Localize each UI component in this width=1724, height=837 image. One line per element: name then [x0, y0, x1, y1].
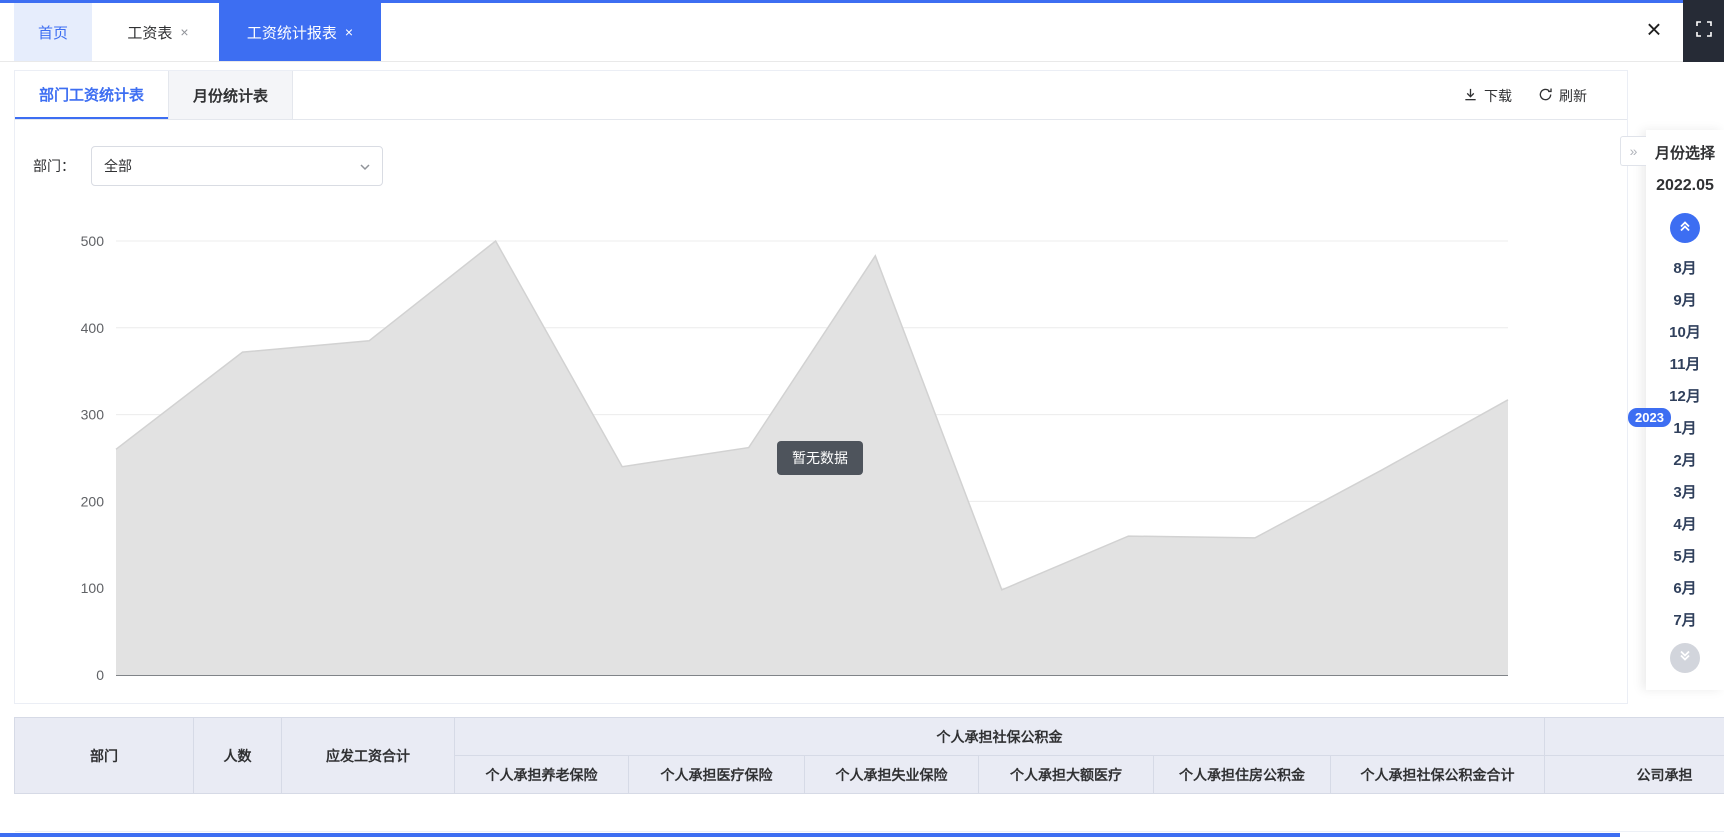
bottom-accent-bar — [0, 833, 1620, 837]
report-card: 部门工资统计表 月份统计表 下载 — [14, 70, 1628, 704]
svg-text:100: 100 — [81, 580, 105, 596]
window-tab-label: 工资统计报表 — [246, 24, 337, 42]
table-row — [14, 793, 1724, 832]
window-tab-salary-sheet[interactable]: 工资表 × — [104, 3, 212, 61]
current-month-value: 2022.05 — [1656, 177, 1714, 194]
month-item[interactable]: 9月 — [1673, 291, 1697, 309]
panel-collapse-button[interactable]: » — [1620, 136, 1646, 166]
window-tab-salary-report[interactable]: 工资统计报表 × — [219, 3, 381, 61]
salary-table: 部门 人数 应发工资合计 个人承担社保公积金 个人承担养老保险 个人承担医疗保险… — [14, 717, 1724, 832]
download-label: 下载 — [1484, 87, 1512, 104]
month-item[interactable]: 8月 — [1673, 259, 1697, 277]
month-item[interactable]: 7月 — [1673, 611, 1697, 629]
scroll-months-up-button[interactable] — [1670, 213, 1700, 243]
chevron-down-icon — [358, 160, 372, 177]
subtab-department-salary[interactable]: 部门工资统计表 — [15, 71, 169, 119]
department-select-value: 全部 — [104, 158, 132, 174]
month-item[interactable]: 3月 — [1673, 483, 1697, 501]
month-item[interactable]: 11月 — [1669, 355, 1701, 373]
month-item[interactable]: 2月 — [1673, 451, 1697, 469]
column-header-pension: 个人承担养老保险 — [454, 755, 629, 794]
column-group-company-cut — [1544, 717, 1724, 756]
column-header-gross-salary: 应发工资合计 — [281, 717, 455, 794]
salary-table-container: 部门 人数 应发工资合计 个人承担社保公积金 个人承担养老保险 个人承担医疗保险… — [14, 717, 1724, 832]
column-header-major-medical: 个人承担大额医疗 — [978, 755, 1154, 794]
column-header-department: 部门 — [14, 717, 194, 794]
month-panel-title: 月份选择 — [1654, 145, 1715, 162]
column-header-unemployment: 个人承担失业保险 — [804, 755, 979, 794]
column-header-headcount: 人数 — [193, 717, 282, 794]
top-accent-bar — [0, 0, 1724, 3]
double-chevron-down-icon — [1677, 648, 1693, 669]
svg-text:200: 200 — [81, 493, 105, 509]
year-badge: 2023 — [1628, 408, 1671, 427]
fullscreen-corner[interactable] — [1683, 0, 1724, 62]
column-header-medical: 个人承担医疗保险 — [628, 755, 805, 794]
refresh-icon — [1538, 87, 1553, 105]
refresh-button[interactable]: 刷新 — [1538, 86, 1587, 106]
close-icon[interactable]: × — [1646, 13, 1662, 44]
download-icon — [1463, 87, 1478, 105]
svg-text:400: 400 — [81, 320, 105, 336]
download-button[interactable]: 下载 — [1463, 86, 1512, 106]
month-item[interactable]: 5月 — [1673, 547, 1697, 565]
subtab-monthly[interactable]: 月份统计表 — [168, 71, 294, 119]
department-select[interactable]: 全部 — [91, 146, 383, 186]
report-toolbar: 下载 刷新 — [1463, 71, 1587, 120]
close-tab-icon[interactable]: × — [344, 24, 354, 40]
month-item[interactable]: 6月 — [1673, 579, 1697, 597]
close-tab-icon[interactable]: × — [180, 24, 189, 40]
double-chevron-up-icon — [1677, 218, 1693, 239]
svg-text:300: 300 — [81, 407, 105, 423]
month-list: 8月 9月 10月 11月 12月 1月 2月 3月 4月 5月 6月 7月 — [1669, 251, 1701, 635]
column-header-personal-total: 个人承担社保公积金合计 — [1330, 755, 1545, 794]
column-header-housing-fund: 个人承担住房公积金 — [1153, 755, 1331, 794]
window-tab-bar: 首页 工资表 × 工资统计报表 × — [0, 3, 1683, 62]
department-filter-row: 部门： 全部 — [33, 146, 383, 186]
report-subtab-bar: 部门工资统计表 月份统计表 下载 — [15, 71, 1627, 120]
chart-empty-tooltip: 暂无数据 — [777, 441, 863, 475]
month-item[interactable]: 12月 — [1669, 387, 1701, 405]
fullscreen-icon — [1695, 20, 1713, 43]
month-item[interactable]: 1月 — [1673, 419, 1697, 437]
month-item[interactable]: 4月 — [1673, 515, 1697, 533]
column-group-personal-social-security: 个人承担社保公积金 — [454, 717, 1545, 756]
department-filter-label: 部门： — [33, 158, 75, 174]
refresh-label: 刷新 — [1559, 87, 1587, 104]
window-tab-home[interactable]: 首页 — [14, 3, 92, 61]
svg-text:500: 500 — [81, 233, 105, 249]
window-tab-label: 首页 — [37, 24, 68, 42]
empty-table-body — [14, 793, 1724, 832]
window-tab-label: 工资表 — [127, 24, 173, 42]
svg-text:0: 0 — [96, 667, 104, 683]
column-header-company: 公司承担 — [1544, 755, 1724, 794]
month-item[interactable]: 10月 — [1669, 323, 1701, 341]
scroll-months-down-button[interactable] — [1670, 643, 1700, 673]
chart-area-edge — [115, 239, 1509, 591]
